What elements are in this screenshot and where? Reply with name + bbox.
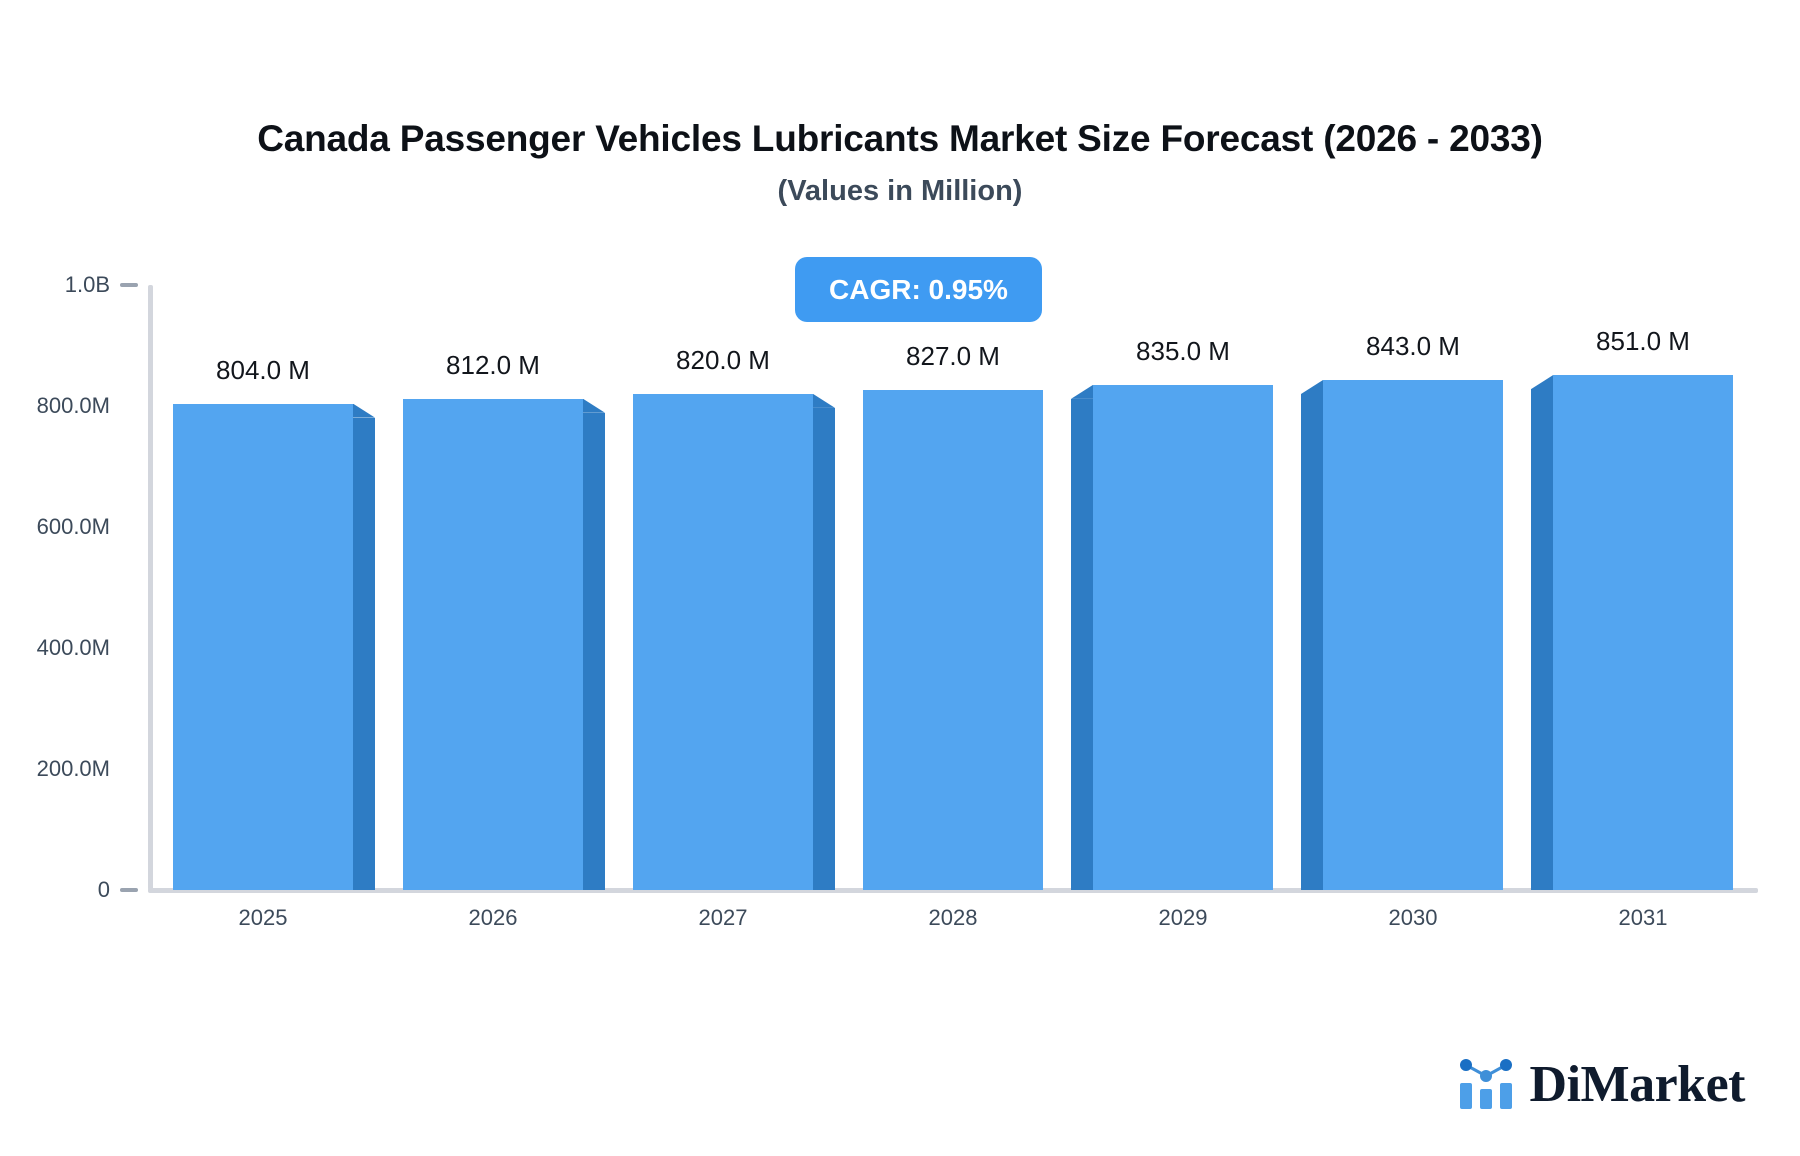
x-axis-label-2025: 2025 <box>238 905 288 930</box>
bar-top-cap <box>1531 375 1553 390</box>
y-axis-tick-label: 200.0M <box>36 756 110 781</box>
bar-side-face <box>1531 389 1553 890</box>
x-axis-label-2028: 2028 <box>928 905 978 930</box>
x-axis-line <box>148 888 1758 893</box>
y-axis-tick-label: 800.0M <box>36 393 110 418</box>
bar-top-cap <box>1071 384 1093 399</box>
y-axis-tick-label: 1.0B <box>64 272 110 297</box>
bar-2030: 843.0 M <box>1301 285 1503 890</box>
chart-title: Canada Passenger Vehicles Lubricants Mar… <box>257 118 1543 159</box>
bar-2027: 820.0 M <box>633 285 835 890</box>
bar-top-cap <box>813 393 835 408</box>
brand-name: DiMarket <box>1529 1056 1746 1113</box>
bar-value-label: 804.0 M <box>216 354 310 385</box>
bar-chart-dots-icon <box>1459 1059 1512 1109</box>
x-axis-label-2030: 2030 <box>1388 905 1438 930</box>
bar-front-face <box>633 393 813 890</box>
y-axis-tick-label: 400.0M <box>36 635 110 660</box>
bar-side-face <box>813 407 835 890</box>
y-axis-line <box>148 285 153 890</box>
y-axis-tick-mark <box>120 283 138 287</box>
cagr-badge: CAGR: 0.95% <box>795 257 1042 322</box>
y-axis-tick-label: 600.0M <box>36 514 110 539</box>
chart-subtitle: (Values in Million) <box>777 175 1023 207</box>
bar-value-label: 820.0 M <box>676 344 770 375</box>
bar-side-face <box>1301 394 1323 890</box>
bar-value-label: 843.0 M <box>1366 331 1460 361</box>
bar-top-cap <box>583 398 605 413</box>
bar-top-cap <box>1301 380 1323 394</box>
bar-front-face <box>1093 384 1273 890</box>
y-axis-tick-mark <box>120 888 138 892</box>
x-axis-label-2027: 2027 <box>698 905 748 930</box>
x-axis-label-2029: 2029 <box>1158 905 1208 930</box>
bar-side-face <box>353 417 375 890</box>
dimarket-logo: DiMarket <box>1458 1056 1746 1113</box>
bar-value-label: 835.0 M <box>1136 335 1230 366</box>
bars-layer: 804.0 M 812.0 M 820.0 M 827.0 M 835.0 M 843.0… <box>148 285 1758 890</box>
x-axis-label-2026: 2026 <box>468 905 518 930</box>
bar-value-label: 812.0 M <box>446 349 540 380</box>
bar-2028: 827.0 M <box>863 285 1043 890</box>
bar-front-face <box>1323 380 1503 890</box>
bar-side-face <box>1071 398 1093 890</box>
bar-front-face <box>1553 375 1733 890</box>
bar-top-cap <box>353 403 375 418</box>
bar-2025: 804.0 M <box>173 285 375 890</box>
x-axis-labels: 2025 2026 2027 2028 2029 2030 2031 <box>148 905 1758 945</box>
bar-front-face <box>863 389 1043 890</box>
bar-value-label: 851.0 M <box>1596 326 1690 357</box>
bar-front-face <box>403 398 583 890</box>
bar-2026: 812.0 M <box>403 285 605 890</box>
bar-side-face <box>583 412 605 890</box>
bar-2031: 851.0 M <box>1531 285 1733 890</box>
y-axis-tick-label: 0 <box>97 877 110 902</box>
bar-front-face <box>173 403 353 890</box>
bar-2029: 835.0 M <box>1071 285 1273 890</box>
x-axis-label-2031: 2031 <box>1618 905 1668 930</box>
bar-value-label: 827.0 M <box>906 340 1000 371</box>
